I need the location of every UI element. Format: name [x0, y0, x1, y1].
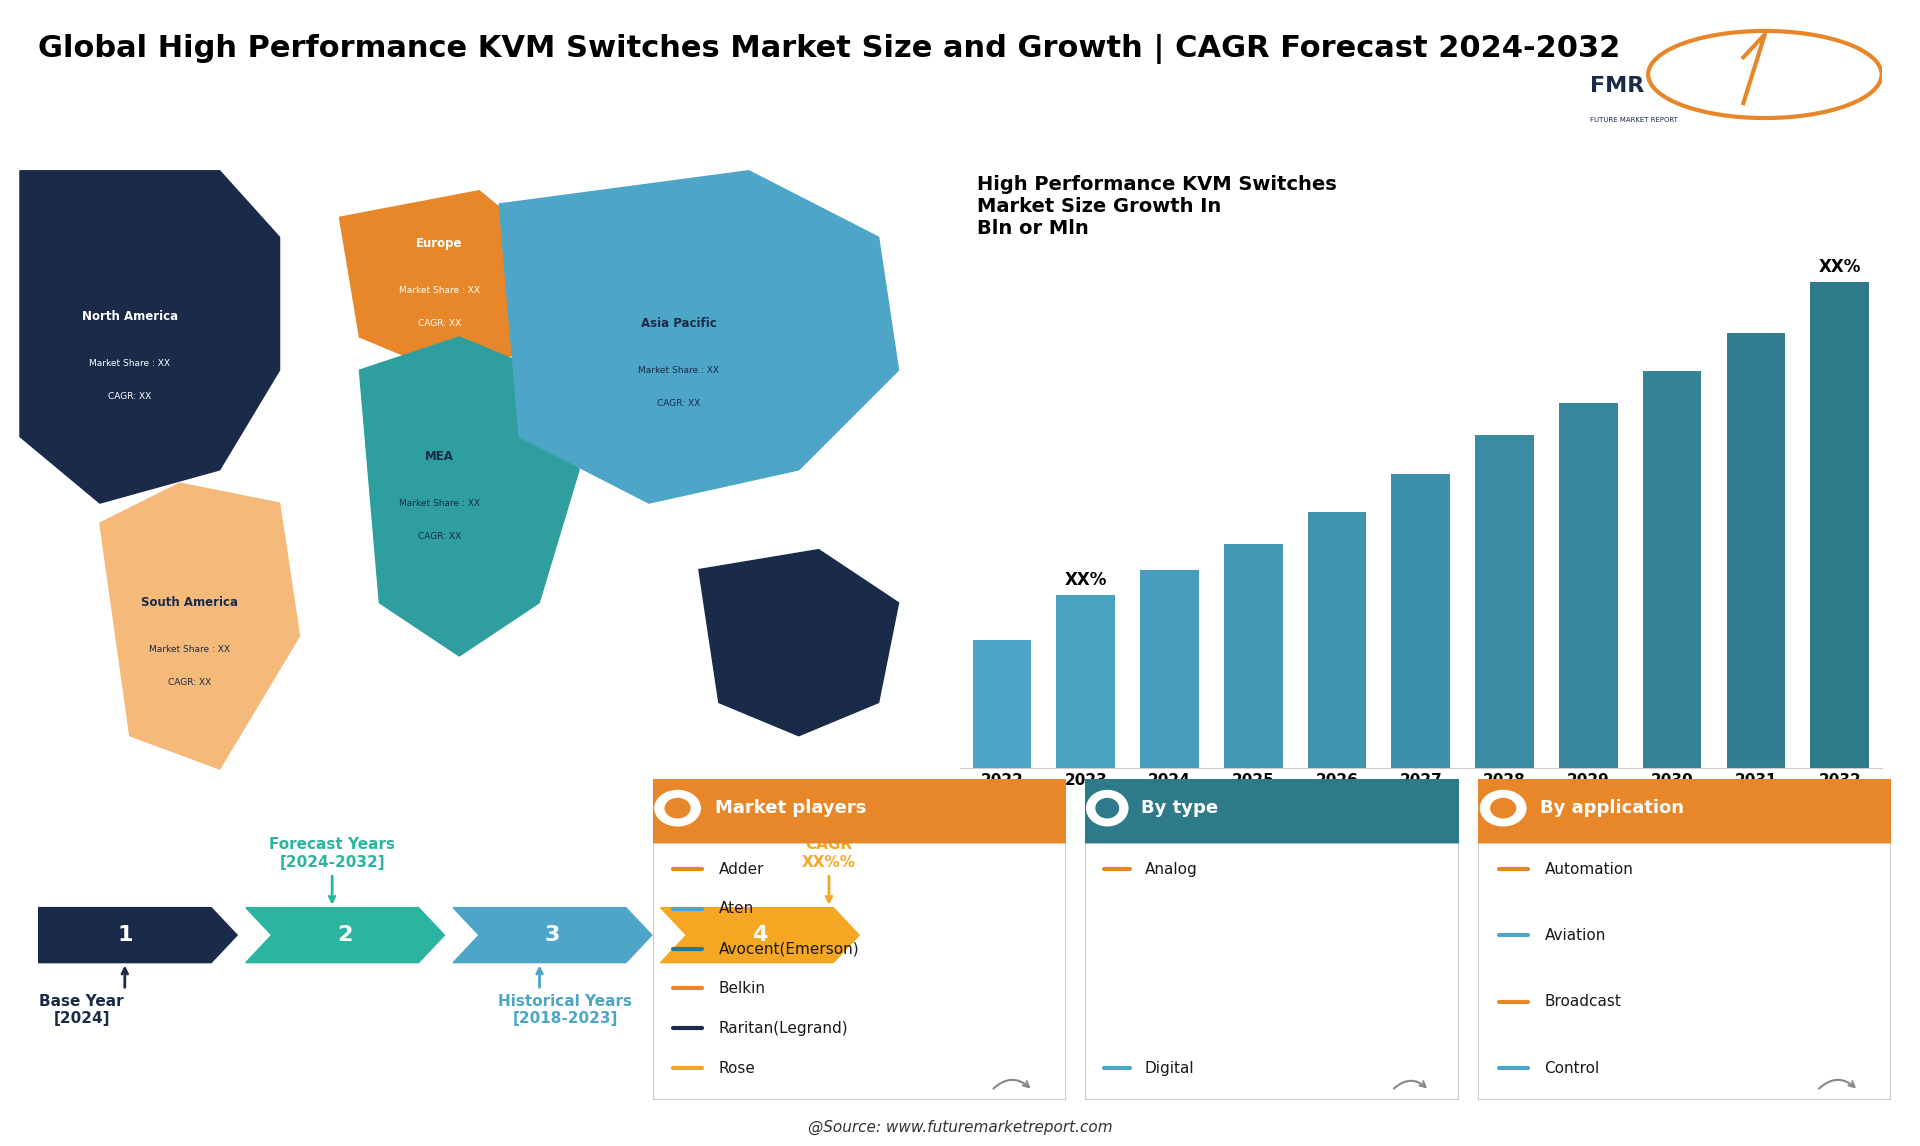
Text: Rose: Rose — [718, 1060, 756, 1076]
Text: Belkin: Belkin — [718, 981, 766, 996]
Text: @Source: www.futuremarketreport.com: @Source: www.futuremarketreport.com — [808, 1120, 1112, 1135]
Text: Market Share : XX: Market Share : XX — [399, 499, 480, 508]
Text: CAGR: XX: CAGR: XX — [657, 399, 701, 408]
Polygon shape — [19, 171, 280, 503]
Circle shape — [1480, 791, 1526, 826]
Polygon shape — [100, 484, 300, 769]
Bar — [1644, 371, 1701, 768]
Text: Forecast Years
[2024-2032]: Forecast Years [2024-2032] — [269, 838, 396, 870]
Text: Base Year
[2024]: Base Year [2024] — [38, 994, 125, 1026]
Text: CAGR: XX: CAGR: XX — [169, 678, 211, 688]
Text: Analog: Analog — [1144, 862, 1198, 877]
Text: 4: 4 — [753, 925, 768, 945]
FancyBboxPatch shape — [1077, 772, 1467, 843]
Text: Europe: Europe — [417, 237, 463, 250]
Text: Aviation: Aviation — [1544, 928, 1605, 943]
FancyBboxPatch shape — [1471, 772, 1899, 843]
Polygon shape — [499, 171, 899, 503]
Text: Broadcast: Broadcast — [1544, 995, 1620, 1010]
Circle shape — [1490, 799, 1515, 818]
FancyBboxPatch shape — [645, 772, 1073, 843]
Text: 1: 1 — [117, 925, 132, 945]
Text: MEA: MEA — [424, 450, 453, 463]
Polygon shape — [340, 190, 559, 370]
Text: Raritan(Legrand): Raritan(Legrand) — [718, 1021, 849, 1036]
Text: By application: By application — [1540, 799, 1684, 817]
Text: Global High Performance KVM Switches Market Size and Growth | CAGR Forecast 2024: Global High Performance KVM Switches Mar… — [38, 34, 1620, 64]
Text: Market Share : XX: Market Share : XX — [150, 645, 230, 654]
Bar — [1559, 403, 1619, 768]
Text: Market players: Market players — [714, 799, 866, 817]
Text: 2: 2 — [338, 925, 353, 945]
Circle shape — [664, 799, 689, 818]
Text: By type: By type — [1140, 799, 1217, 817]
Text: FUTURE MARKET REPORT: FUTURE MARKET REPORT — [1590, 117, 1678, 124]
Bar — [1056, 595, 1116, 768]
Text: Historical Years
[2018-2023]: Historical Years [2018-2023] — [499, 994, 632, 1026]
Text: XX%: XX% — [1064, 571, 1106, 589]
Text: Asia Pacific: Asia Pacific — [641, 317, 716, 330]
Text: FMR: FMR — [1590, 76, 1644, 96]
Text: XX%: XX% — [1818, 258, 1860, 275]
Text: High Performance KVM Switches
Market Size Growth In
Bln or Mln: High Performance KVM Switches Market Siz… — [977, 175, 1336, 238]
Text: Adder: Adder — [718, 862, 764, 877]
Bar — [973, 639, 1031, 768]
Bar — [1392, 473, 1450, 768]
Circle shape — [1096, 799, 1119, 818]
Polygon shape — [359, 337, 580, 656]
Text: CAGR: XX: CAGR: XX — [419, 319, 461, 328]
Text: Automation: Automation — [1544, 862, 1634, 877]
Polygon shape — [453, 908, 653, 963]
Text: Control: Control — [1544, 1060, 1599, 1076]
Bar — [1811, 282, 1868, 768]
Circle shape — [655, 791, 701, 826]
Bar — [1308, 512, 1367, 768]
Bar — [1475, 435, 1534, 768]
Polygon shape — [699, 550, 899, 736]
Text: CAGR: XX: CAGR: XX — [419, 532, 461, 541]
Text: Market Share : XX: Market Share : XX — [639, 366, 720, 375]
Bar — [1140, 570, 1198, 768]
Text: Avocent(Emerson): Avocent(Emerson) — [718, 941, 860, 956]
Text: North America: North America — [83, 311, 179, 323]
Text: South America: South America — [142, 596, 238, 610]
Polygon shape — [246, 908, 445, 963]
Text: CAGR
XX%%: CAGR XX%% — [803, 838, 856, 870]
Circle shape — [1087, 791, 1127, 826]
Polygon shape — [660, 908, 860, 963]
Bar — [1726, 333, 1786, 768]
Text: 3: 3 — [545, 925, 561, 945]
Text: Market Share : XX: Market Share : XX — [399, 285, 480, 295]
Text: Digital: Digital — [1144, 1060, 1194, 1076]
Text: Market Share : XX: Market Share : XX — [90, 359, 171, 368]
Text: CAGR: XX: CAGR: XX — [108, 392, 152, 401]
Bar — [1223, 544, 1283, 768]
Text: Aten: Aten — [718, 902, 755, 917]
Polygon shape — [38, 908, 238, 963]
